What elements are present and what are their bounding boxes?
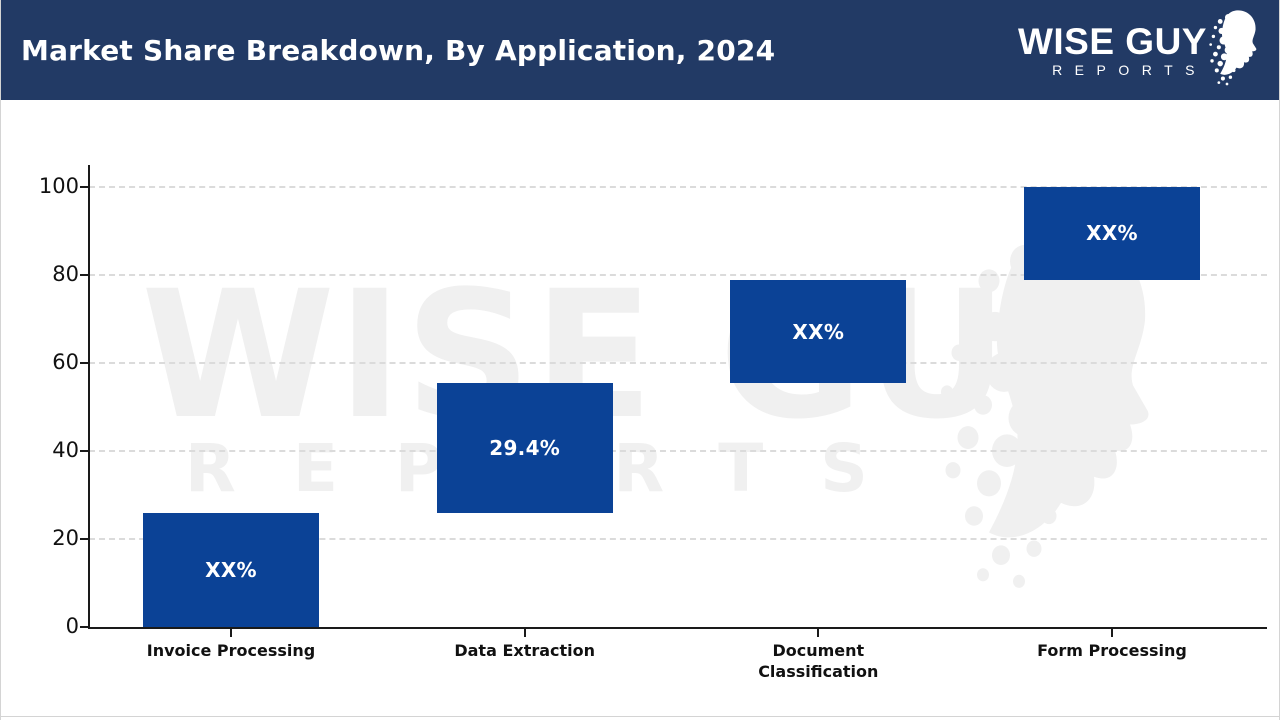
bar-segment: XX% — [143, 512, 319, 627]
x-category-label: Form Processing — [1037, 641, 1187, 660]
x-category-label: Document Classification — [758, 641, 879, 681]
gridline-60 — [89, 362, 1267, 364]
y-tick-label-60: 60 — [52, 350, 79, 374]
x-category-label: Data Extraction — [454, 641, 596, 660]
y-tick-mark-80 — [80, 274, 89, 276]
header-bar: Market Share Breakdown, By Application, … — [1, 0, 1279, 100]
bar-value-label: XX% — [792, 319, 845, 344]
y-tick-label-40: 40 — [52, 438, 79, 462]
x-category-label: Invoice Processing — [146, 641, 316, 660]
y-tick-mark-60 — [80, 362, 89, 364]
gridline-20 — [89, 538, 1267, 540]
x-tick-mark — [230, 629, 232, 637]
y-tick-label-0: 0 — [65, 614, 79, 638]
watermark-head-icon — [941, 227, 1149, 588]
y-tick-label-20: 20 — [52, 526, 79, 550]
y-tick-mark-40 — [80, 450, 89, 452]
y-tick-mark-100 — [80, 186, 89, 188]
watermark-wordmark: WISE GUY — [141, 253, 1140, 458]
bar-value-label: XX% — [205, 557, 257, 582]
y-tick-mark-20 — [80, 538, 89, 540]
bar-value-label: XX% — [1086, 221, 1138, 246]
bar-value-label: 29.4% — [489, 435, 561, 460]
wiseguy-head-icon — [1209, 10, 1257, 86]
chart-title: Market Share Breakdown, By Application, … — [21, 33, 776, 67]
logo-wordmark: WISE GUY — [1017, 21, 1207, 62]
y-axis-line — [88, 165, 90, 629]
x-tick-mark — [1111, 629, 1113, 637]
wiseguy-logo: WISE GUY REPORTS — [1018, 9, 1261, 91]
y-tick-label-100: 100 — [38, 174, 79, 198]
logo-subtitle: REPORTS — [1052, 62, 1207, 78]
bar-segment: 29.4% — [436, 383, 613, 513]
x-tick-mark — [817, 629, 820, 637]
bar-segment: XX% — [730, 279, 907, 384]
gridline-80 — [89, 274, 1267, 276]
y-tick-mark-0 — [80, 626, 89, 628]
frame-bottom-border — [1, 716, 1279, 717]
y-tick-label-80: 80 — [52, 262, 79, 286]
bar-segment: XX% — [1024, 187, 1200, 280]
gridline-40 — [89, 450, 1267, 452]
gridline-100 — [89, 186, 1267, 188]
logo-text: WISE GUY REPORTS — [1018, 23, 1207, 77]
x-tick-mark — [523, 629, 526, 637]
x-axis-line — [88, 627, 1267, 629]
